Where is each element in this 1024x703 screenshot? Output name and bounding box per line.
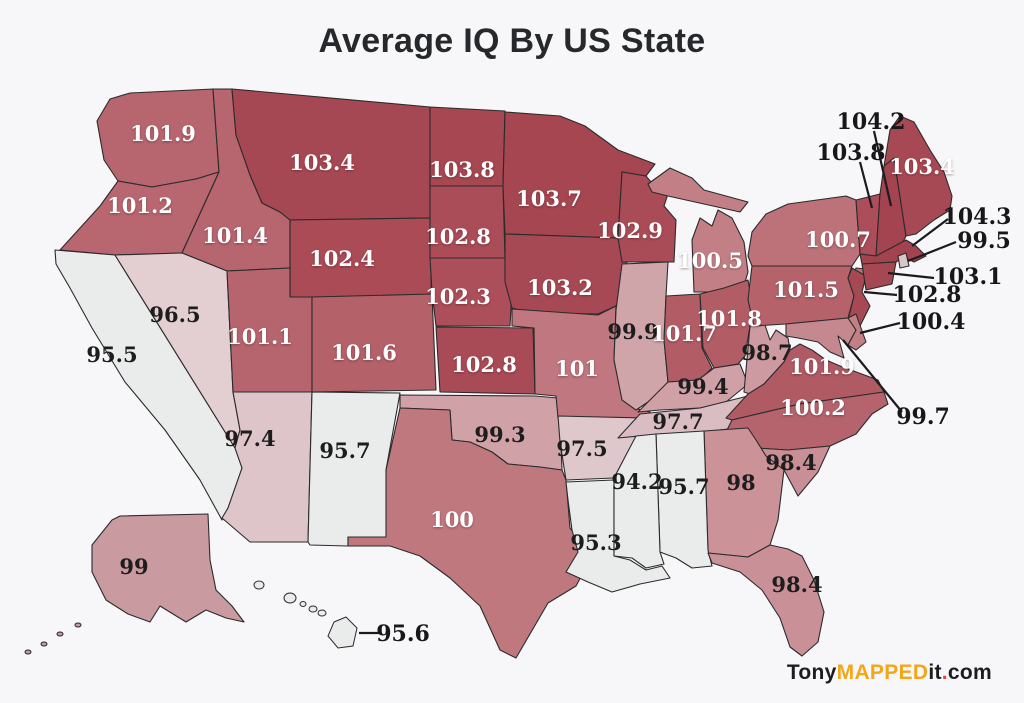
value-label-maine: 103.4 bbox=[889, 154, 955, 179]
state-alabama bbox=[655, 430, 713, 569]
value-label-florida: 98.4 bbox=[771, 572, 822, 597]
value-label-virginia: 101.9 bbox=[789, 354, 855, 379]
leader-new-hampshire bbox=[872, 130, 893, 207]
value-label-colorado: 101.6 bbox=[331, 340, 397, 365]
value-label-arkansas: 97.5 bbox=[556, 436, 607, 461]
value-label-new-york: 100.7 bbox=[805, 227, 871, 252]
value-label-georgia: 98 bbox=[726, 470, 755, 495]
value-label-north-carolina: 100.2 bbox=[780, 395, 846, 420]
state-hawaii-island bbox=[317, 609, 327, 617]
state-colorado bbox=[311, 293, 437, 393]
watermark-tony: Tony bbox=[786, 661, 837, 684]
alaska-aleutian-island bbox=[74, 622, 82, 628]
value-label-indiana: 101.7 bbox=[651, 321, 717, 346]
callout-label-connecticut: 103.1 bbox=[934, 264, 1003, 290]
state-alaska bbox=[91, 513, 245, 623]
value-label-west-virginia: 98.7 bbox=[741, 340, 792, 365]
state-iowa bbox=[504, 233, 629, 315]
value-label-wisconsin: 102.9 bbox=[597, 218, 663, 243]
callout-label-new-hampshire: 104.2 bbox=[837, 109, 906, 135]
callout-label-maryland: 99.7 bbox=[896, 404, 950, 430]
alaska-aleutian-island bbox=[40, 641, 48, 647]
value-label-north-dakota: 103.8 bbox=[429, 157, 495, 182]
callout-label-hawaii: 95.6 bbox=[376, 621, 430, 647]
state-delaware bbox=[847, 313, 867, 351]
value-label-south-carolina: 98.4 bbox=[765, 450, 816, 475]
state-value-labels: 101.9 101.2 95.5 96.5 101.4 103.4 102.4 … bbox=[86, 121, 954, 597]
watermark-dot: . bbox=[941, 661, 948, 684]
value-label-california: 95.5 bbox=[86, 342, 137, 367]
value-label-nevada: 96.5 bbox=[149, 302, 200, 327]
value-label-washington: 101.9 bbox=[130, 121, 196, 146]
value-label-alabama: 95.7 bbox=[658, 474, 709, 499]
callout-leader-lines bbox=[359, 130, 957, 635]
state-texas bbox=[347, 407, 593, 659]
callout-value-labels: 104.2 103.8 104.3 99.5 103.1 102.8 100.4… bbox=[376, 109, 1011, 647]
value-label-iowa: 103.2 bbox=[527, 275, 593, 300]
leader-rhode-island bbox=[907, 240, 957, 263]
value-label-oregon: 101.2 bbox=[107, 193, 173, 218]
state-ohio bbox=[699, 279, 753, 369]
callout-label-rhode-island: 99.5 bbox=[957, 228, 1011, 254]
value-label-mississippi: 94.2 bbox=[611, 469, 662, 494]
callout-label-new-jersey: 102.8 bbox=[893, 282, 962, 308]
state-michigan-upper bbox=[647, 167, 749, 213]
state-hawaii-island bbox=[299, 601, 307, 607]
value-label-kansas: 102.8 bbox=[451, 352, 517, 377]
state-louisiana bbox=[565, 479, 671, 593]
value-label-pennsylvania: 101.5 bbox=[773, 277, 839, 302]
value-label-kentucky: 99.4 bbox=[677, 374, 728, 399]
state-rhode-island bbox=[897, 252, 910, 269]
alaska-aleutian-island bbox=[56, 631, 64, 637]
value-label-idaho: 101.4 bbox=[202, 223, 268, 248]
value-label-texas: 100 bbox=[430, 507, 474, 532]
leader-maryland bbox=[842, 339, 903, 413]
value-label-michigan: 100.5 bbox=[677, 248, 743, 273]
state-hawaii-island bbox=[308, 605, 318, 613]
leader-connecticut bbox=[887, 271, 935, 280]
value-label-montana: 103.4 bbox=[289, 150, 355, 175]
leader-massachusetts bbox=[911, 218, 949, 247]
state-kentucky bbox=[637, 363, 749, 413]
callout-label-delaware: 100.4 bbox=[897, 309, 966, 335]
state-mississippi bbox=[613, 433, 665, 569]
state-hawaii-island bbox=[283, 592, 297, 604]
value-label-tennessee: 97.7 bbox=[652, 409, 703, 434]
leader-vermont bbox=[858, 161, 874, 209]
state-connecticut bbox=[861, 261, 897, 291]
watermark-it: it bbox=[928, 661, 942, 684]
value-label-alaska: 99 bbox=[119, 554, 148, 579]
leader-new-jersey bbox=[863, 290, 898, 297]
value-label-missouri: 101 bbox=[555, 356, 599, 381]
callout-label-vermont: 103.8 bbox=[817, 140, 886, 166]
value-label-minnesota: 103.7 bbox=[516, 186, 582, 211]
watermark: TonyMAPPEDit.com bbox=[787, 661, 992, 685]
value-label-wyoming: 102.4 bbox=[309, 246, 375, 271]
value-label-oklahoma: 99.3 bbox=[474, 422, 525, 447]
state-shapes bbox=[24, 88, 953, 659]
value-label-illinois: 99.9 bbox=[607, 319, 658, 344]
value-label-nebraska: 102.3 bbox=[425, 284, 491, 309]
state-maine bbox=[883, 115, 953, 237]
value-label-ohio: 101.8 bbox=[696, 306, 762, 331]
state-hawaii-island bbox=[253, 580, 265, 590]
watermark-mapped: MAPPED bbox=[836, 661, 929, 684]
value-label-south-dakota: 102.8 bbox=[425, 224, 491, 249]
callout-label-massachusetts: 104.3 bbox=[943, 204, 1012, 230]
leader-delaware bbox=[859, 321, 901, 335]
state-hawaii-big-island bbox=[327, 616, 358, 649]
page-title: Average IQ By US State bbox=[318, 22, 706, 60]
value-label-new-mexico: 95.7 bbox=[319, 438, 370, 463]
value-label-utah: 101.1 bbox=[227, 324, 293, 349]
value-label-arizona: 97.4 bbox=[224, 426, 275, 451]
watermark-com: com bbox=[947, 661, 992, 684]
state-florida bbox=[707, 544, 825, 657]
alaska-aleutian-island bbox=[24, 649, 32, 655]
value-label-louisiana: 95.3 bbox=[570, 530, 621, 555]
